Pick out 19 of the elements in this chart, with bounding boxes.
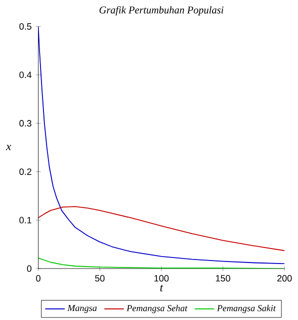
- x-tick-label: 50: [94, 275, 104, 282]
- x-axis-title: t: [160, 284, 164, 292]
- y-tick-label: 0.1: [19, 216, 32, 224]
- y-axis-title: x: [6, 144, 11, 150]
- y-tick-label: 0.2: [19, 168, 32, 175]
- legend-label: Pemangsa Sehat: [126, 304, 188, 314]
- y-tick-label: 0.3: [19, 120, 32, 127]
- y-tick-label: 0.5: [19, 23, 32, 30]
- y-tick-label: 0.4: [19, 72, 32, 78]
- x-tick-label: 200: [277, 275, 292, 282]
- x-tick-label: 0: [36, 275, 40, 282]
- chart-title: Grafik Pertumbuhan Populasi: [99, 6, 224, 16]
- legend-label: Pemangsa Sakit: [216, 304, 276, 314]
- line-series: [38, 26, 284, 264]
- line-series: [38, 206, 284, 252]
- x-tick-label: 150: [216, 275, 230, 282]
- y-tick-label: 0: [26, 265, 32, 272]
- legend-label: Mangsa: [67, 305, 97, 313]
- x-tick-label: 100: [154, 275, 169, 282]
